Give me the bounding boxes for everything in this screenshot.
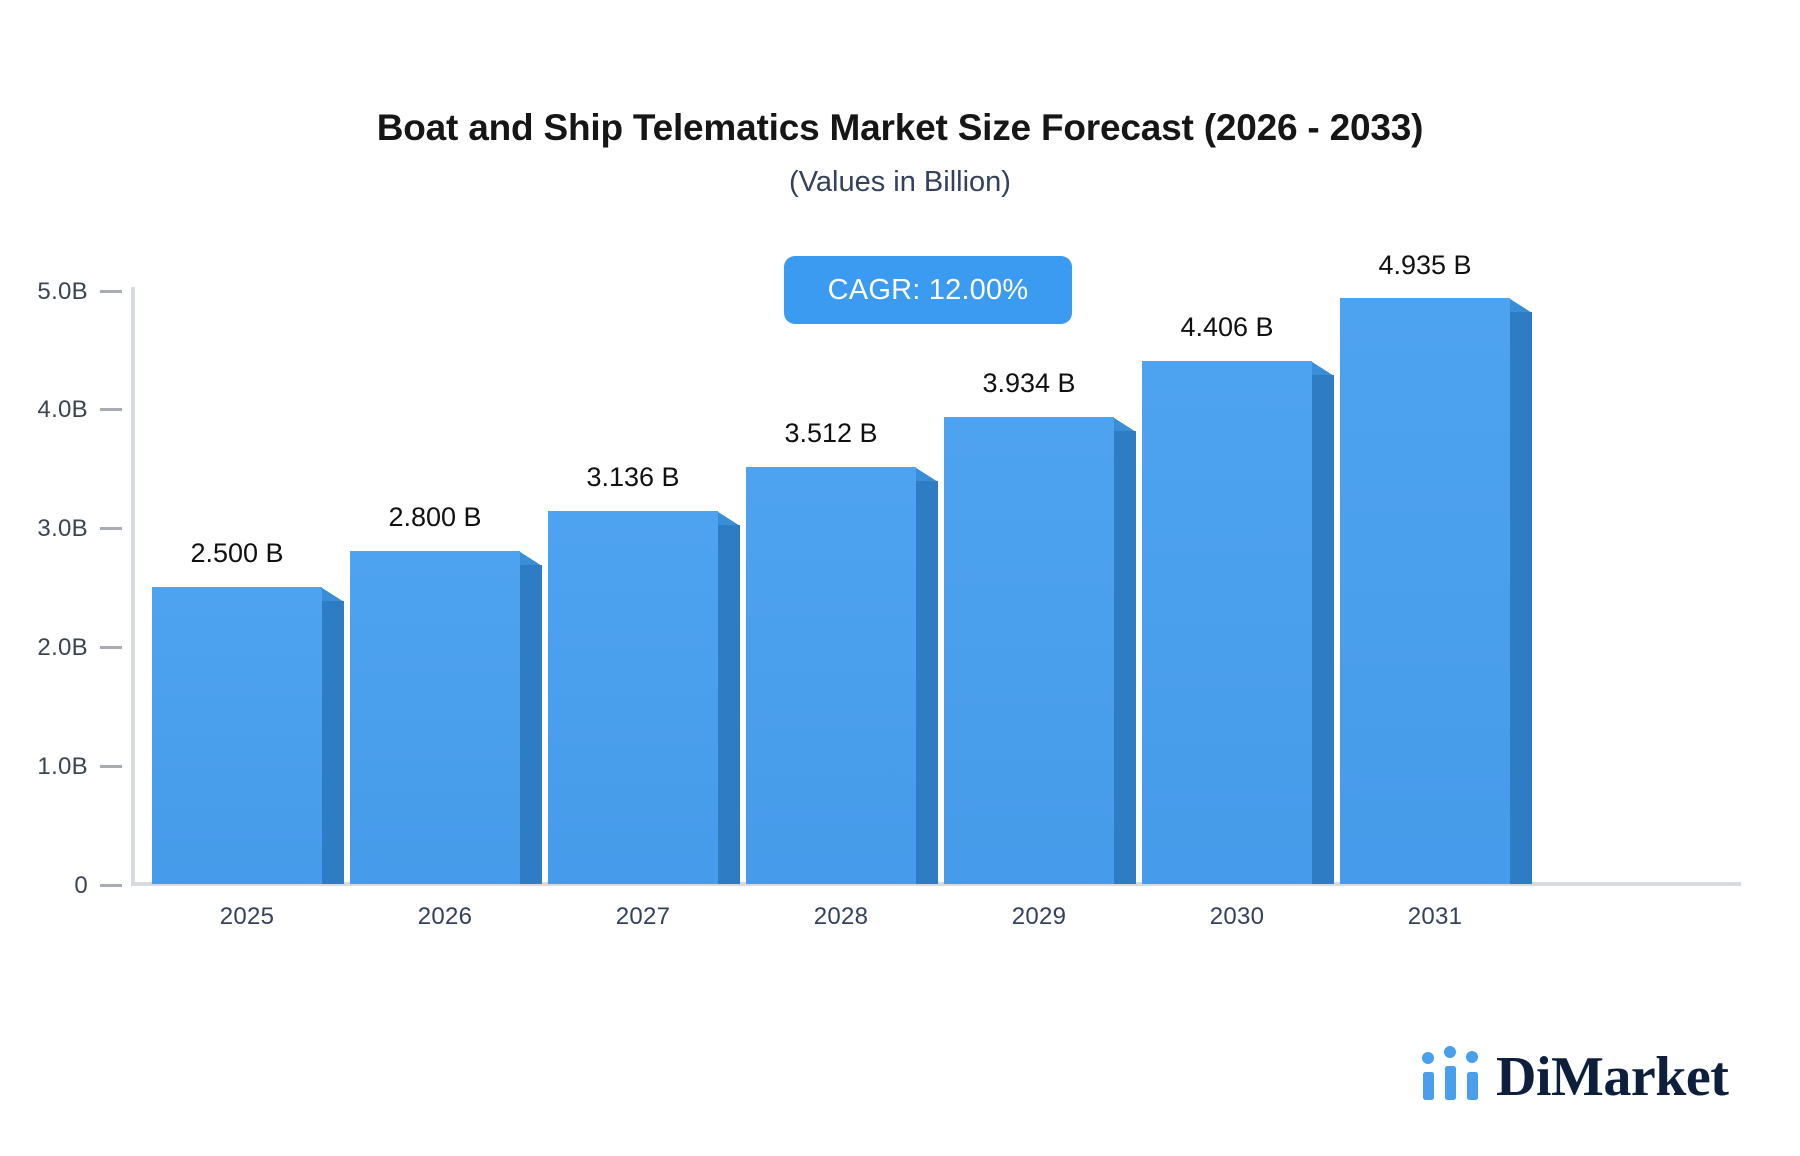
bar-front-face: [746, 467, 916, 884]
bar-2025[interactable]: 2.500 B: [152, 290, 344, 884]
chart-subtitle: (Values in Billion): [789, 166, 1011, 198]
y-axis-label: 0: [74, 872, 88, 899]
bar-front-face: [152, 587, 322, 884]
bar-value-label: 4.935 B: [1378, 250, 1472, 280]
y-axis-tick: [100, 646, 122, 649]
bar-front-face: [1340, 298, 1510, 884]
cagr-badge: CAGR: 12.00%: [784, 256, 1072, 324]
bar-value-label: 4.406 B: [1180, 312, 1274, 342]
y-axis-label: 4.0B: [37, 396, 88, 423]
y-axis-label: 3.0B: [37, 515, 88, 542]
y-axis-tick: [100, 527, 122, 530]
bar-front-face: [944, 417, 1114, 884]
x-axis-label-2031: 2031: [1407, 903, 1463, 930]
bar-side-face: [1114, 431, 1136, 884]
bar-side-face: [520, 565, 542, 884]
bar-side-face: [322, 601, 344, 884]
bar-2031[interactable]: 4.935 B: [1340, 250, 1532, 884]
x-axis-label-2030: 2030: [1209, 903, 1265, 930]
bar-front-face: [1142, 361, 1312, 884]
y-axis-label: 5.0B: [37, 278, 88, 305]
x-axis-label-2026: 2026: [417, 903, 473, 930]
y-axis-tick: [100, 765, 122, 768]
bar-2028[interactable]: 3.512 B: [746, 290, 938, 884]
bar-value-label: 3.512 B: [784, 418, 878, 448]
bar-front-face: [350, 551, 520, 884]
y-axis-line: [131, 287, 135, 885]
y-axis-label: 1.0B: [37, 753, 88, 780]
x-axis-label-2028: 2028: [813, 903, 869, 930]
bar-2029[interactable]: 3.934 B: [944, 290, 1136, 884]
brand-logo: DiMarket: [1420, 1045, 1729, 1108]
bar-side-face: [1510, 312, 1532, 884]
bar-value-label: 2.500 B: [190, 538, 284, 568]
bar-value-label: 2.800 B: [388, 502, 482, 532]
y-axis-tick: [100, 884, 122, 887]
x-axis-label-2029: 2029: [1011, 903, 1067, 930]
x-axis-line: [131, 882, 1741, 886]
brand-name: DiMarket: [1496, 1045, 1729, 1108]
bar-side-face: [1312, 375, 1334, 884]
bar-2027[interactable]: 3.136 B: [548, 290, 740, 884]
y-axis-tick: [100, 408, 122, 411]
x-axis-label-2027: 2027: [615, 903, 671, 930]
bar-2026[interactable]: 2.800 B: [350, 290, 542, 884]
bar-side-face: [718, 525, 740, 884]
y-axis-tick: [100, 290, 122, 293]
y-axis-label: 2.0B: [37, 634, 88, 661]
bar-value-label: 3.934 B: [982, 368, 1076, 398]
bar-value-label: 3.136 B: [586, 462, 680, 492]
bar-side-face: [916, 481, 938, 884]
bar-2030[interactable]: 4.406 B: [1142, 290, 1334, 884]
chart-title: Boat and Ship Telematics Market Size For…: [376, 107, 1424, 148]
x-axis-label-2025: 2025: [219, 903, 275, 930]
bar-front-face: [548, 511, 718, 884]
bar-chart-icon: [1420, 1046, 1482, 1107]
